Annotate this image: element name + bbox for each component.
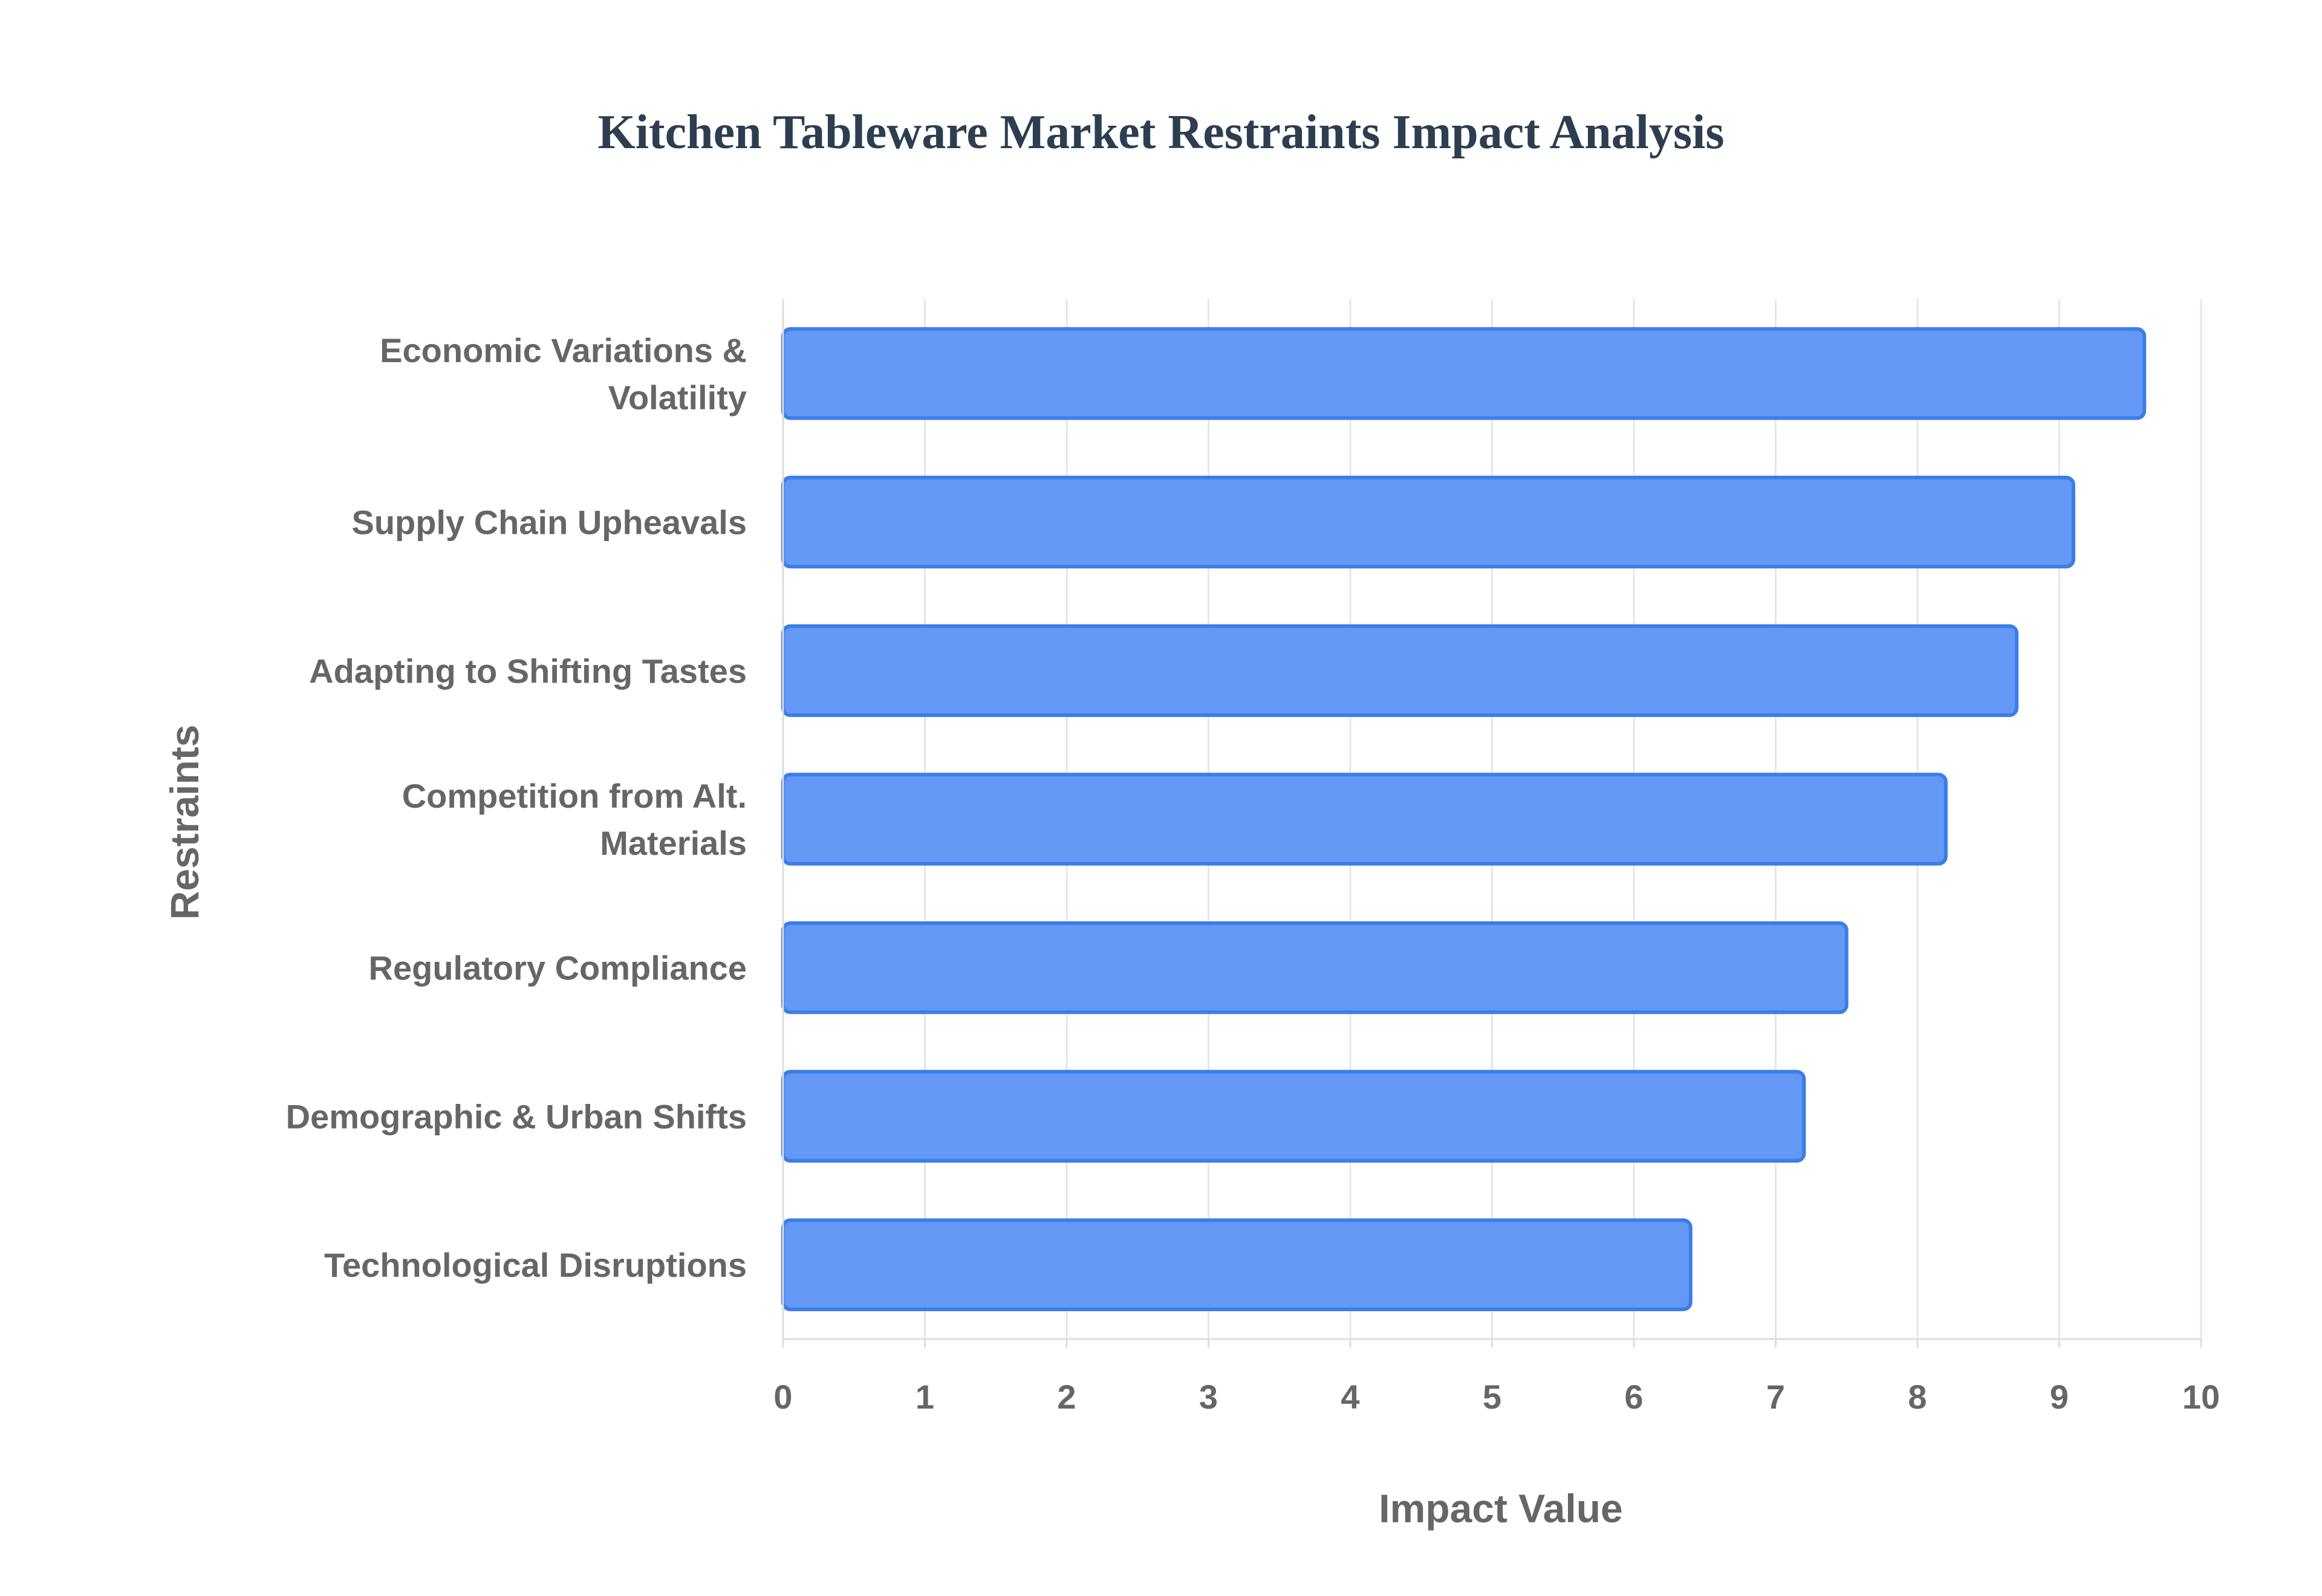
x-tick-label: 1 — [915, 1378, 934, 1416]
category-label-line: Volatility — [608, 378, 747, 417]
category-label: Technological Disruptions — [324, 1246, 747, 1284]
category-label: Demographic & Urban Shifts — [286, 1097, 747, 1135]
x-axis-title: Impact Value — [1379, 1486, 1623, 1531]
x-tick-label: 5 — [1483, 1378, 1501, 1416]
x-tick-label: 3 — [1199, 1378, 1218, 1416]
x-tick-label: 6 — [1624, 1378, 1643, 1416]
category-label-line: Materials — [600, 824, 747, 862]
x-tick-label: 4 — [1341, 1378, 1359, 1416]
category-label: Adapting to Shifting Tastes — [309, 652, 747, 690]
category-label-line: Supply Chain Upheavals — [352, 504, 747, 542]
category-label: Regulatory Compliance — [369, 949, 747, 987]
bar — [781, 773, 1948, 866]
bar — [781, 624, 2019, 717]
category-label-line: Competition from Alt. — [402, 777, 747, 815]
bars — [781, 327, 2147, 1311]
chart-title: Kitchen Tableware Market Restraints Impa… — [598, 106, 1725, 159]
x-tick-label: 8 — [1908, 1378, 1927, 1416]
category-label: Supply Chain Upheavals — [352, 504, 747, 542]
category-label-line: Economic Variations & — [380, 331, 747, 369]
bar — [781, 475, 2075, 569]
bar — [781, 1218, 1693, 1311]
y-axis-title: Restraints — [162, 725, 207, 920]
category-label-line: Regulatory Compliance — [369, 949, 747, 987]
bar — [781, 921, 1849, 1014]
x-tick-label: 9 — [2050, 1378, 2069, 1416]
x-tick-label: 10 — [2182, 1378, 2220, 1416]
category-label: Economic Variations & Volatility — [380, 331, 747, 417]
category-label-line: Technological Disruptions — [324, 1246, 747, 1284]
category-label: Competition from Alt. Materials — [402, 777, 747, 862]
x-tick-label: 0 — [773, 1378, 792, 1416]
x-axis-ticks: 0 1 2 3 4 5 6 7 8 9 10 — [773, 1339, 2220, 1416]
x-tick-label: 2 — [1057, 1378, 1076, 1416]
category-label-line: Adapting to Shifting Tastes — [309, 652, 747, 690]
y-axis-category-labels: Economic Variations & Volatility Supply Ch… — [286, 331, 747, 1284]
x-tick-label: 7 — [1766, 1378, 1785, 1416]
bar — [781, 327, 2147, 420]
bar — [781, 1069, 1806, 1163]
category-label-line: Demographic & Urban Shifts — [286, 1097, 747, 1135]
